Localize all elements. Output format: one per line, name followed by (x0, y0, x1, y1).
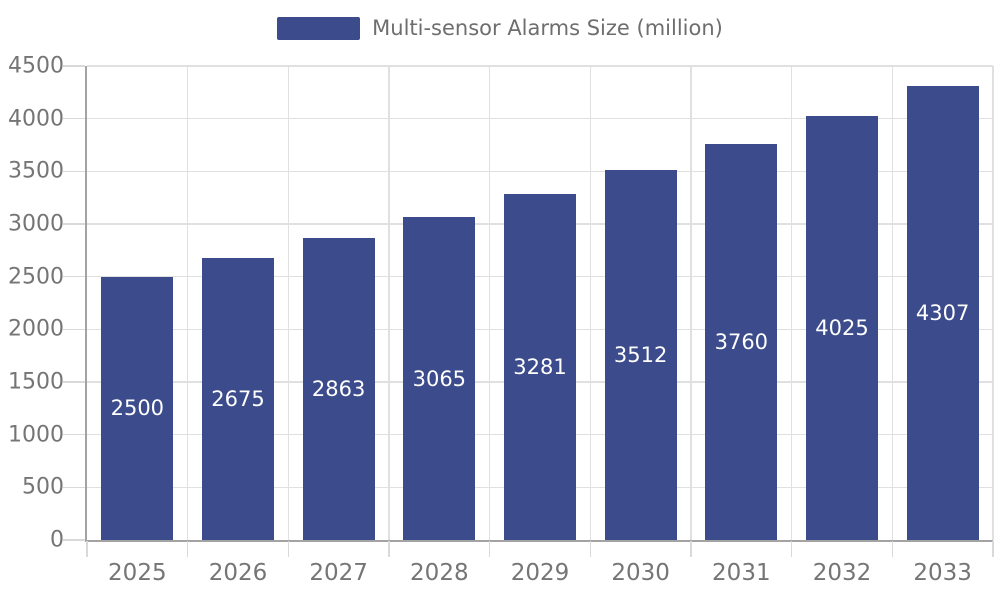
bar-value-label: 4025 (815, 316, 869, 341)
y-axis-tick (63, 223, 85, 225)
gridline-horizontal (87, 117, 993, 120)
x-tick-label: 2025 (108, 560, 167, 586)
y-axis-tick (63, 117, 85, 120)
legend-swatch (277, 17, 361, 40)
x-tick-label: 2026 (208, 560, 268, 586)
y-tick-label: 3500 (8, 158, 64, 184)
y-axis-line (85, 66, 87, 541)
x-axis-tick (589, 541, 592, 557)
x-axis-tick (690, 541, 692, 557)
bar-value-label: 2863 (311, 377, 366, 402)
x-axis-tick (891, 541, 894, 557)
y-axis-tick (63, 539, 85, 541)
bar: 2500 (101, 276, 174, 540)
x-axis-line (85, 539, 993, 542)
gridline-vertical (891, 66, 894, 540)
bar-value-label: 4307 (915, 301, 970, 326)
y-tick-label: 500 (22, 474, 64, 500)
y-axis-tick (63, 486, 85, 489)
bar-value-label: 3512 (613, 343, 668, 368)
bar-value-label: 2500 (110, 396, 165, 421)
bar: 2675 (202, 258, 274, 540)
y-tick-label: 1500 (8, 369, 64, 395)
y-axis-tick (63, 433, 85, 436)
y-axis-tick (63, 275, 85, 278)
y-tick-label: 4000 (8, 106, 64, 132)
bar: 3281 (504, 194, 576, 540)
x-axis-tick (186, 541, 189, 557)
gridline-vertical (186, 66, 189, 540)
bar: 4025 (806, 116, 878, 540)
x-tick-label: 2032 (812, 560, 872, 586)
x-axis-tick (790, 541, 793, 557)
bar-value-label: 3760 (714, 329, 769, 354)
y-tick-label: 0 (50, 527, 64, 553)
bar-value-label: 2675 (211, 387, 265, 412)
legend[interactable]: Multi-sensor Alarms Size (million) (0, 17, 1000, 40)
bar-value-label: 3281 (513, 355, 567, 380)
gridline-vertical (690, 66, 692, 540)
bar: 2863 (302, 238, 375, 540)
x-axis-tick (86, 541, 88, 557)
y-tick-label: 2500 (8, 264, 64, 290)
y-axis-tick (63, 170, 85, 173)
gridline-horizontal (87, 65, 993, 67)
gridline-vertical (488, 66, 491, 540)
plot-area: 2500 2675 2863 3065 3281 3512 3760 4025 4307 (87, 65, 994, 540)
y-tick-label: 1000 (8, 422, 64, 448)
legend-label: Multi-sensor Alarms Size (million) (372, 16, 723, 40)
bar: 4307 (906, 86, 979, 540)
x-axis-tick (287, 541, 290, 557)
bar: 3760 (705, 143, 778, 540)
x-axis-tick (388, 541, 390, 557)
gridline-vertical (287, 66, 290, 540)
bar: 3065 (403, 217, 476, 540)
x-tick-label: 2030 (611, 560, 670, 586)
x-tick-label: 2029 (510, 560, 570, 586)
gridline-horizontal (87, 170, 993, 173)
bar: 3512 (604, 170, 677, 540)
gridline-vertical (992, 66, 994, 540)
y-axis-tick (63, 381, 85, 383)
x-tick-label: 2033 (913, 560, 972, 586)
x-tick-label: 2028 (410, 560, 469, 586)
y-tick-label: 4500 (8, 53, 64, 79)
x-axis-tick (488, 541, 491, 557)
y-axis-tick (63, 328, 85, 331)
x-tick-label: 2027 (309, 560, 368, 586)
x-axis-tick (992, 541, 994, 557)
gridline-vertical (388, 66, 390, 540)
gridline-vertical (589, 66, 592, 540)
y-axis-tick (63, 65, 85, 67)
y-tick-label: 3000 (8, 211, 64, 237)
bar-value-label: 3065 (412, 366, 467, 391)
x-tick-label: 2031 (712, 560, 771, 586)
gridline-vertical (790, 66, 793, 540)
y-tick-label: 2000 (8, 316, 64, 342)
